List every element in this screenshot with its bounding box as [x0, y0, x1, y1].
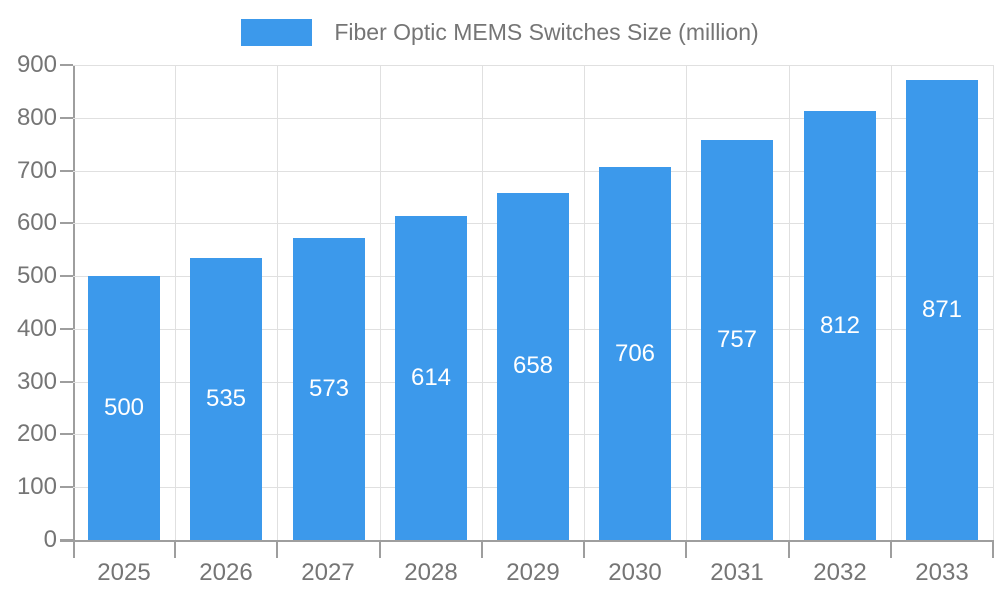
x-tick — [583, 540, 585, 558]
x-tick-label: 2032 — [813, 559, 867, 586]
x-tick — [685, 540, 687, 558]
x-tick-label: 2029 — [506, 559, 560, 586]
x-tick — [276, 540, 278, 558]
y-tick-label: 200 — [16, 420, 57, 447]
gridline-h — [73, 171, 993, 172]
x-tick-label: 2033 — [915, 559, 969, 586]
legend: Fiber Optic MEMS Switches Size (million) — [0, 14, 1000, 50]
bar-value-label: 757 — [716, 326, 758, 353]
plot-area: 500 535 573 614 658 706 757 812 871 — [60, 64, 994, 558]
y-tick — [60, 275, 73, 277]
y-tick-label: 700 — [16, 157, 57, 184]
x-tick-label: 2028 — [404, 559, 458, 586]
bar — [293, 238, 365, 540]
y-tick — [60, 170, 73, 172]
y-tick-label: 900 — [16, 51, 57, 78]
gridline-v — [584, 65, 585, 540]
y-tick-label: 400 — [16, 315, 57, 342]
x-tick — [992, 540, 994, 558]
bar — [906, 80, 978, 540]
y-axis-line — [73, 65, 75, 558]
y-tick-label: 600 — [16, 209, 57, 236]
y-tick-label: 0 — [43, 526, 57, 553]
x-axis-line — [60, 540, 993, 542]
bar — [497, 193, 569, 540]
bar-value-label: 500 — [103, 394, 145, 421]
gridline-v — [789, 65, 790, 540]
x-tick-label: 2030 — [608, 559, 662, 586]
bar — [88, 276, 160, 540]
x-tick — [174, 540, 176, 558]
x-tick — [890, 540, 892, 558]
gridline-v — [380, 65, 381, 540]
y-tick — [60, 539, 73, 541]
y-tick — [60, 222, 73, 224]
gridline-v — [482, 65, 483, 540]
y-tick — [60, 117, 73, 119]
x-tick — [481, 540, 483, 558]
bar-value-label: 706 — [614, 340, 656, 367]
gridline-v — [277, 65, 278, 540]
gridline-h — [73, 65, 993, 66]
x-tick — [379, 540, 381, 558]
bar-value-label: 871 — [921, 296, 963, 323]
y-tick — [60, 486, 73, 488]
gridline-v — [175, 65, 176, 540]
bar-value-label: 812 — [819, 312, 861, 339]
y-tick — [60, 381, 73, 383]
bar — [804, 111, 876, 540]
bar — [599, 167, 671, 540]
bar-value-label: 573 — [308, 375, 350, 402]
gridline-v — [686, 65, 687, 540]
y-tick-label: 500 — [16, 262, 57, 289]
bar-value-label: 658 — [512, 352, 554, 379]
bar-value-label: 535 — [205, 385, 247, 412]
gridline-h — [73, 118, 993, 119]
y-tick-label: 100 — [16, 473, 57, 500]
bar-value-label: 614 — [410, 364, 452, 391]
y-tick — [60, 64, 73, 66]
legend-swatch — [241, 18, 313, 46]
y-tick-label: 300 — [16, 368, 57, 395]
x-tick-label: 2026 — [199, 559, 253, 586]
y-tick — [60, 328, 73, 330]
x-tick — [73, 540, 75, 558]
y-tick — [60, 433, 73, 435]
x-tick-label: 2025 — [97, 559, 151, 586]
bar — [701, 140, 773, 540]
x-tick-label: 2031 — [710, 559, 764, 586]
legend-label: Fiber Optic MEMS Switches Size (million) — [334, 18, 759, 45]
x-tick-label: 2027 — [301, 559, 355, 586]
y-tick-label: 800 — [16, 104, 57, 131]
gridline-v — [993, 65, 994, 540]
gridline-v — [891, 65, 892, 540]
x-tick — [788, 540, 790, 558]
bar — [395, 216, 467, 540]
bar — [190, 258, 262, 540]
